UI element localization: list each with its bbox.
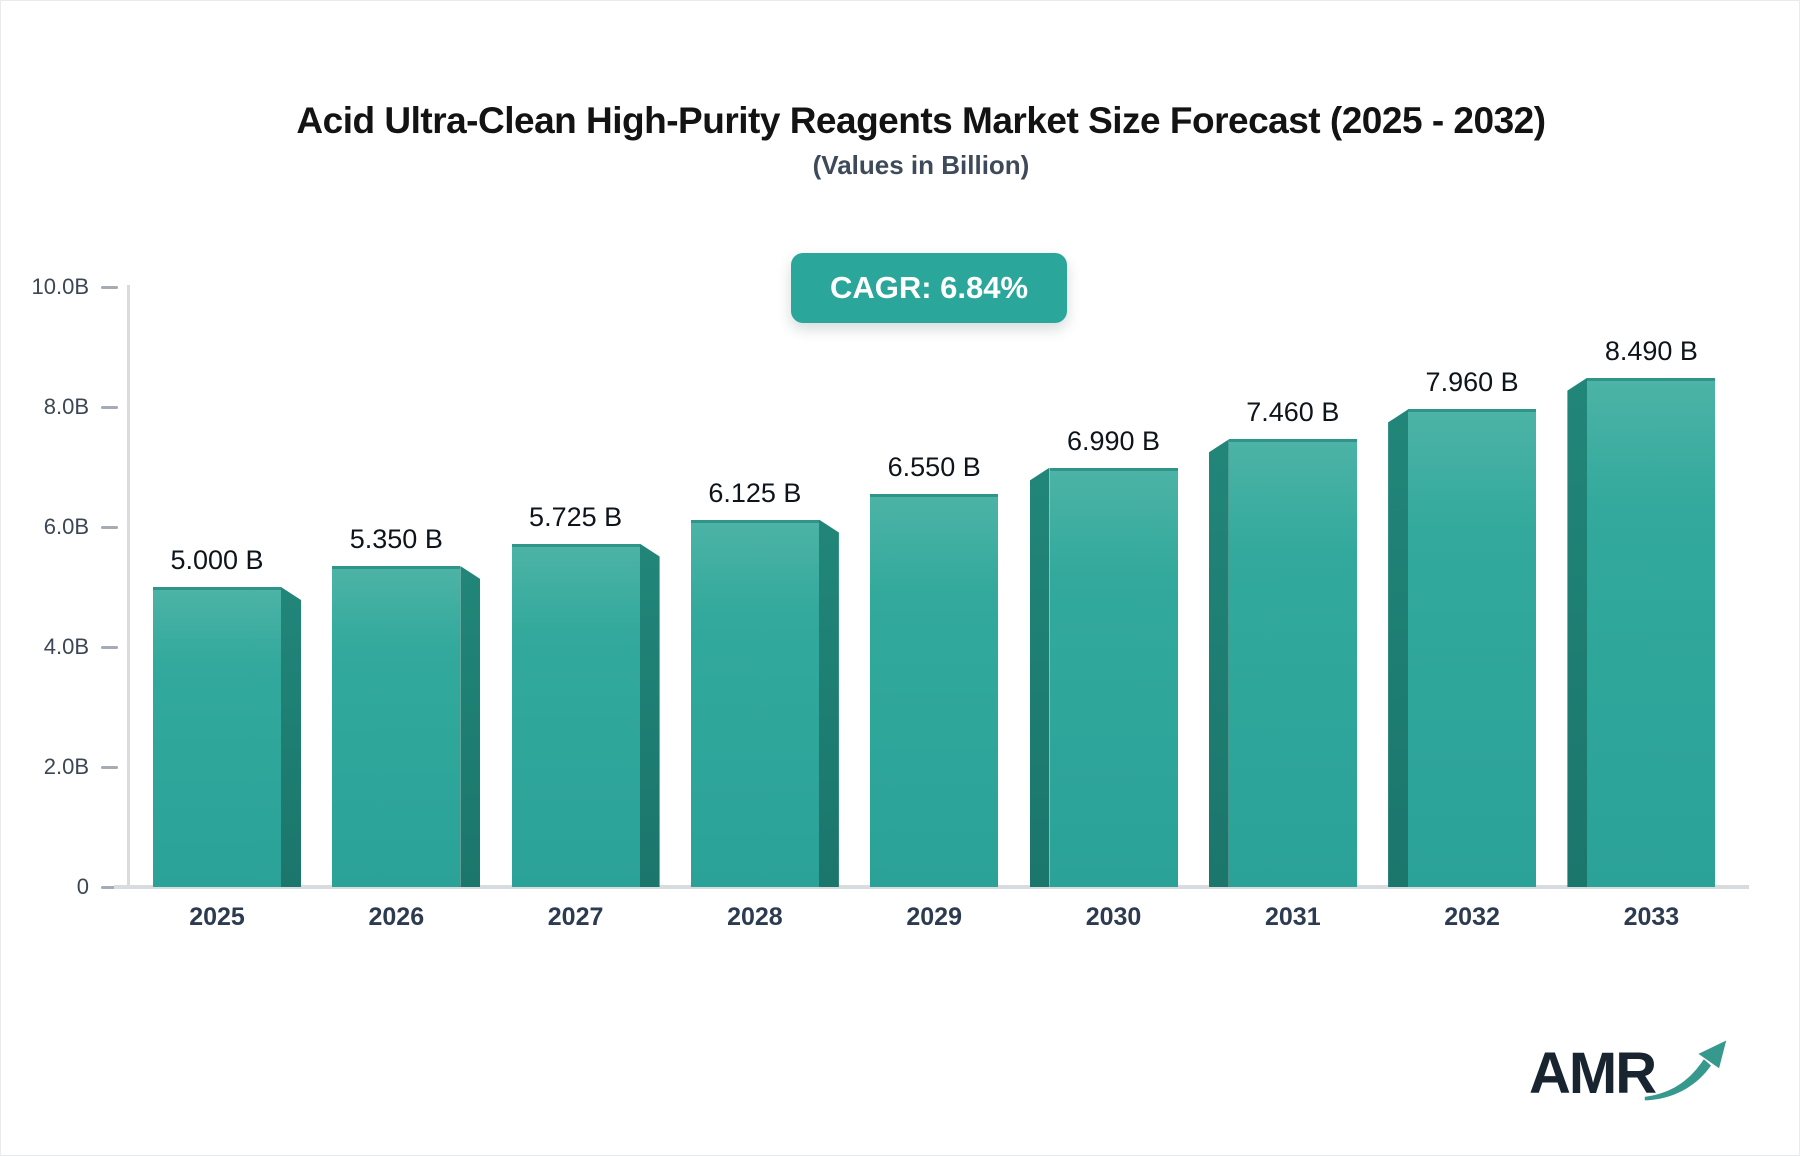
bar-side-3d (1388, 409, 1409, 887)
bar-value-label: 6.990 B (1066, 425, 1161, 456)
amr-logo: AMR (1529, 1033, 1729, 1113)
bar-face (690, 519, 819, 887)
bar-face (1408, 409, 1537, 887)
y-axis-tick-mark (101, 645, 118, 649)
x-axis-category-label: 2027 (547, 903, 604, 931)
bar-face (1228, 439, 1357, 887)
bar-value-label: 7.460 B (1246, 397, 1340, 428)
bar-face (1587, 377, 1716, 887)
y-axis-tick-mark (101, 405, 118, 409)
bar-value-label: 5.725 B (529, 501, 623, 532)
y-axis-tick-label: 0 (76, 874, 89, 899)
bar-value-label: 6.550 B (887, 452, 981, 482)
bar-value-label: 7.960 B (1425, 367, 1519, 398)
bar-side-3d (1029, 467, 1050, 887)
bar-face (1049, 467, 1178, 887)
y-axis-tick-mark (101, 765, 118, 769)
chart-subtitle: (Values in Billion) (812, 150, 1030, 180)
x-axis-category-label: 2029 (906, 903, 962, 931)
bar-side-3d (281, 587, 301, 887)
bar-2031 (1208, 439, 1357, 887)
page-title: Acid Ultra-Clean High-Purity Reagents Ma… (296, 100, 1546, 141)
bar-value-label: 6.125 B (708, 477, 802, 508)
bar-face (511, 543, 640, 887)
bar-side-3d (1567, 377, 1588, 887)
y-axis-tick-label: 10.0B (31, 274, 90, 299)
bar-2025 (153, 587, 301, 887)
trend-up-arrow-icon (1644, 1040, 1727, 1101)
y-axis-tick-label: 6.0B (43, 514, 89, 539)
bar-2028 (690, 519, 839, 887)
x-axis-category-label: 2030 (1085, 903, 1142, 931)
x-axis-category-label: 2025 (189, 903, 245, 931)
x-axis-category-label: 2028 (727, 903, 783, 931)
x-axis-baseline (114, 885, 1749, 889)
bar-2029 (870, 494, 999, 887)
x-axis-category-label: 2031 (1264, 903, 1321, 931)
bar-2033 (1567, 377, 1716, 887)
x-axis-category-label: 2032 (1444, 903, 1500, 931)
y-axis-line (127, 285, 130, 887)
y-axis-tick-label: 8.0B (43, 394, 89, 419)
bar-face (332, 566, 461, 887)
bar-value-label: 5.000 B (170, 545, 264, 575)
x-axis-category-label: 2033 (1623, 903, 1680, 931)
y-axis-tick-label: 4.0B (43, 634, 89, 659)
x-axis-category-label: 2026 (368, 903, 425, 931)
y-axis-tick-mark (101, 885, 118, 889)
bar-2027 (511, 543, 660, 887)
bar-face (870, 494, 999, 887)
bar-side-3d (818, 519, 839, 887)
logo-text: AMR (1529, 1040, 1657, 1106)
bar-2032 (1388, 409, 1537, 887)
bar-side-3d (1208, 439, 1229, 887)
bar-2030 (1029, 467, 1178, 887)
bar-value-label: 5.350 B (349, 524, 443, 554)
bar-side-3d (460, 566, 481, 887)
bar-value-label: 8.490 B (1604, 335, 1698, 366)
y-axis-tick-mark (101, 285, 118, 289)
bar-side-3d (639, 543, 660, 887)
y-axis-tick-mark (101, 525, 118, 529)
bar-2026 (332, 566, 481, 887)
y-axis-tick-label: 2.0B (43, 754, 89, 779)
cagr-badge: CAGR: 6.84% (791, 253, 1067, 323)
bar-face (153, 587, 281, 887)
